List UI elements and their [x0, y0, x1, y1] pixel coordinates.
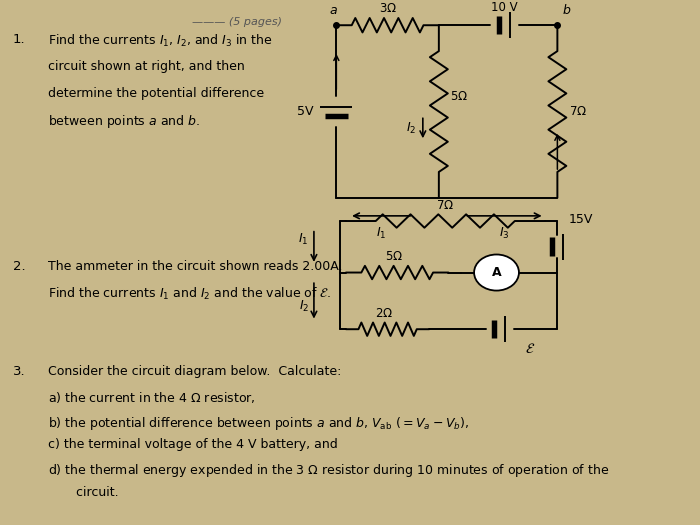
Text: 7$\Omega$: 7$\Omega$ — [436, 199, 454, 212]
Text: b) the potential difference between points $a$ and $b$, $V_{\rm ab}$ $(=V_a-V_b): b) the potential difference between poin… — [48, 415, 469, 432]
Text: $\mathcal{E}$: $\mathcal{E}$ — [525, 342, 536, 356]
Text: Find the currents $I_1$ and $I_2$ and the value of $\mathcal{E}$.: Find the currents $I_1$ and $I_2$ and th… — [48, 286, 331, 301]
Text: between points $a$ and $b$.: between points $a$ and $b$. — [48, 113, 200, 130]
Text: circuit shown at right, and then: circuit shown at right, and then — [48, 60, 245, 73]
Text: 5V: 5V — [298, 105, 314, 118]
Text: 5$\Omega$: 5$\Omega$ — [450, 90, 468, 102]
Text: b: b — [563, 5, 570, 17]
Text: The ammeter in the circuit shown reads 2.00A.: The ammeter in the circuit shown reads 2… — [48, 260, 342, 272]
Text: 2.: 2. — [13, 260, 25, 272]
Text: determine the potential difference: determine the potential difference — [48, 87, 264, 100]
Text: circuit.: circuit. — [48, 486, 119, 499]
Text: Find the currents $I_1$, $I_2$, and $I_3$ in the: Find the currents $I_1$, $I_2$, and $I_3… — [48, 33, 272, 49]
Text: 5$\Omega$: 5$\Omega$ — [385, 250, 403, 263]
Text: 10 V: 10 V — [491, 1, 518, 14]
Text: 1.: 1. — [13, 33, 25, 46]
Text: a) the current in the 4 $\Omega$ resistor,: a) the current in the 4 $\Omega$ resisto… — [48, 390, 256, 405]
Text: 2$\Omega$: 2$\Omega$ — [375, 307, 393, 320]
Text: 3$\Omega$: 3$\Omega$ — [379, 2, 397, 15]
Text: a: a — [329, 5, 337, 17]
Text: $I_2$: $I_2$ — [406, 121, 416, 136]
Text: 15V: 15V — [569, 213, 594, 226]
Text: $I_3$: $I_3$ — [499, 226, 510, 242]
Text: d) the thermal energy expended in the 3 $\Omega$ resistor during 10 minutes of o: d) the thermal energy expended in the 3 … — [48, 462, 609, 479]
Text: $I_2$: $I_2$ — [298, 299, 309, 313]
Text: 7$\Omega$: 7$\Omega$ — [569, 105, 587, 118]
Text: 3.: 3. — [13, 365, 25, 379]
Text: c) the terminal voltage of the 4 V battery, and: c) the terminal voltage of the 4 V batte… — [48, 438, 338, 452]
Text: A: A — [491, 266, 501, 279]
Text: $I_1$: $I_1$ — [376, 226, 386, 242]
Text: Consider the circuit diagram below.  Calculate:: Consider the circuit diagram below. Calc… — [48, 365, 342, 379]
Text: $I_1$: $I_1$ — [298, 232, 309, 247]
Text: ——— (5 pages): ——— (5 pages) — [193, 17, 282, 27]
Circle shape — [474, 255, 519, 290]
